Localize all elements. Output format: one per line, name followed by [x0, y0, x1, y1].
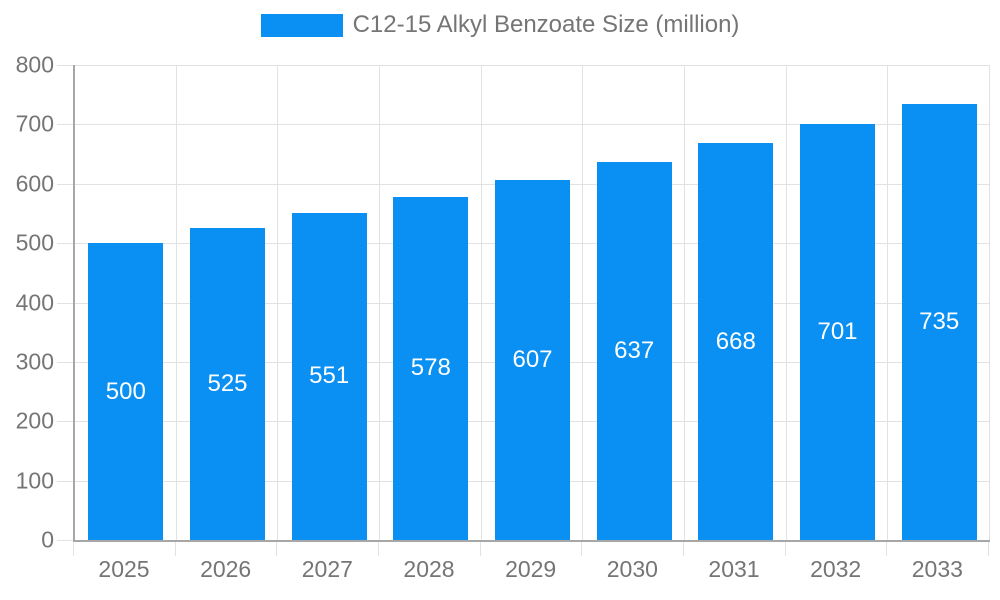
y-tick-mark	[57, 540, 73, 541]
y-tick-label: 600	[15, 170, 54, 197]
legend: C12-15 Alkyl Benzoate Size (million)	[0, 11, 1000, 39]
h-gridline	[75, 65, 990, 66]
x-tick-mark	[479, 542, 481, 556]
bar: 701	[800, 123, 875, 540]
x-tick-label: 2026	[200, 556, 252, 582]
bar-value-label: 668	[715, 327, 756, 355]
y-tick-mark	[57, 361, 73, 363]
x-tick-mark	[784, 542, 786, 556]
x-tick-label: 2029	[505, 556, 557, 582]
bar-value-label: 578	[410, 354, 451, 382]
y-tick-label: 500	[15, 229, 54, 256]
bar: 525	[190, 228, 265, 540]
y-tick-mark	[57, 183, 73, 185]
bar-value-label: 607	[512, 345, 553, 373]
x-tick-mark	[174, 542, 176, 556]
y-tick-mark	[57, 124, 73, 126]
v-gridline	[480, 65, 482, 540]
y-tick-label: 700	[15, 110, 54, 137]
bar-value-label: 637	[614, 336, 655, 364]
bar: 735	[901, 103, 977, 540]
y-tick-mark	[57, 243, 73, 245]
bar-value-label: 525	[207, 370, 248, 398]
x-tick-mark	[276, 542, 278, 556]
x-tick-mark	[683, 542, 684, 556]
bar: 637	[596, 161, 672, 540]
x-tick-label: 2027	[301, 556, 353, 582]
y-tick-label: 300	[15, 348, 54, 375]
x-tick-label: 2031	[708, 556, 760, 582]
v-gridline	[379, 65, 380, 540]
bar-value-label: 701	[817, 317, 858, 345]
v-gridline	[887, 65, 889, 540]
y-tick-label: 800	[15, 51, 54, 78]
v-gridline	[277, 65, 279, 540]
bar-value-label: 500	[105, 377, 146, 405]
plot-area: 500 525 551 578 607 637 668 701 735	[73, 65, 990, 542]
y-tick-mark	[57, 480, 73, 482]
legend-swatch	[260, 13, 343, 37]
y-tick-label: 400	[15, 289, 54, 315]
h-gridline	[75, 124, 990, 126]
y-tick-mark	[57, 65, 73, 66]
v-gridline	[989, 65, 990, 540]
bar-value-label: 551	[309, 362, 350, 390]
bar: 500	[88, 243, 164, 540]
x-tick-mark	[581, 542, 583, 556]
x-tick-label: 2028	[403, 556, 455, 582]
v-gridline	[582, 65, 584, 540]
x-tick-label: 2032	[810, 556, 862, 582]
x-tick-mark	[886, 542, 888, 556]
x-tick-label: 2025	[98, 556, 150, 582]
x-tick-mark	[73, 542, 74, 556]
v-gridline	[785, 65, 787, 540]
y-tick-mark	[57, 421, 73, 423]
v-gridline	[175, 65, 177, 540]
bar: 668	[698, 143, 774, 540]
bar: 551	[291, 212, 367, 540]
bar-value-label: 735	[919, 307, 960, 335]
x-tick-label: 2033	[911, 556, 963, 582]
x-tick-label: 2030	[606, 556, 658, 582]
v-gridline	[684, 65, 685, 540]
legend-label: C12-15 Alkyl Benzoate Size (million)	[352, 11, 740, 38]
bar: 578	[393, 196, 469, 540]
y-tick-mark	[57, 302, 73, 304]
y-tick-label: 100	[15, 467, 54, 494]
y-tick-label: 200	[15, 407, 54, 434]
bar: 607	[495, 179, 570, 540]
x-tick-mark	[988, 542, 989, 556]
y-tick-label: 0	[41, 526, 54, 553]
x-tick-mark	[378, 542, 379, 556]
